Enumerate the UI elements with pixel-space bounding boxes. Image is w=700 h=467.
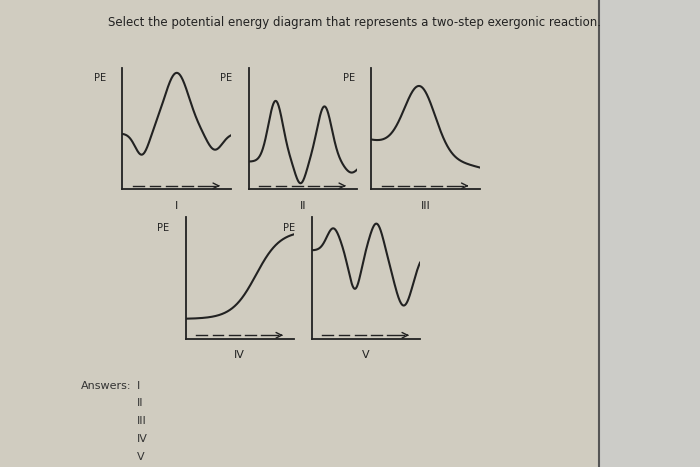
Text: PE: PE: [342, 73, 355, 83]
Text: II: II: [136, 398, 143, 408]
Text: PE: PE: [220, 73, 232, 83]
Text: I: I: [175, 201, 178, 211]
Text: I: I: [136, 381, 140, 390]
Text: PE: PE: [94, 73, 106, 83]
Text: Answers:: Answers:: [80, 381, 131, 390]
Text: II: II: [300, 201, 306, 211]
Text: PE: PE: [283, 223, 295, 233]
Text: Select the potential energy diagram that represents a two-step exergonic reactio: Select the potential energy diagram that…: [108, 16, 601, 29]
Text: III: III: [421, 201, 430, 211]
Text: IV: IV: [136, 434, 148, 444]
Text: IV: IV: [234, 350, 245, 361]
Text: V: V: [136, 452, 144, 461]
Text: III: III: [136, 416, 146, 426]
Text: V: V: [362, 350, 370, 361]
Text: PE: PE: [157, 223, 169, 233]
